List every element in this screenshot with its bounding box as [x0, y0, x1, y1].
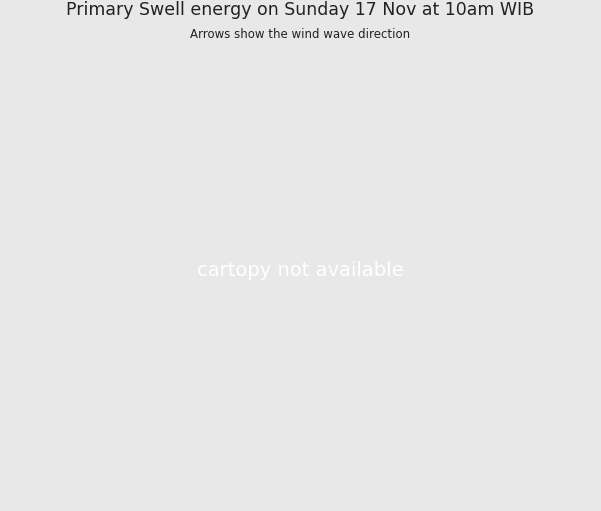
Text: Primary Swell energy on Sunday 17 Nov at 10am WIB: Primary Swell energy on Sunday 17 Nov at…	[67, 2, 534, 19]
Text: Arrows show the wind wave direction: Arrows show the wind wave direction	[191, 28, 410, 41]
Text: cartopy not available: cartopy not available	[197, 262, 404, 281]
